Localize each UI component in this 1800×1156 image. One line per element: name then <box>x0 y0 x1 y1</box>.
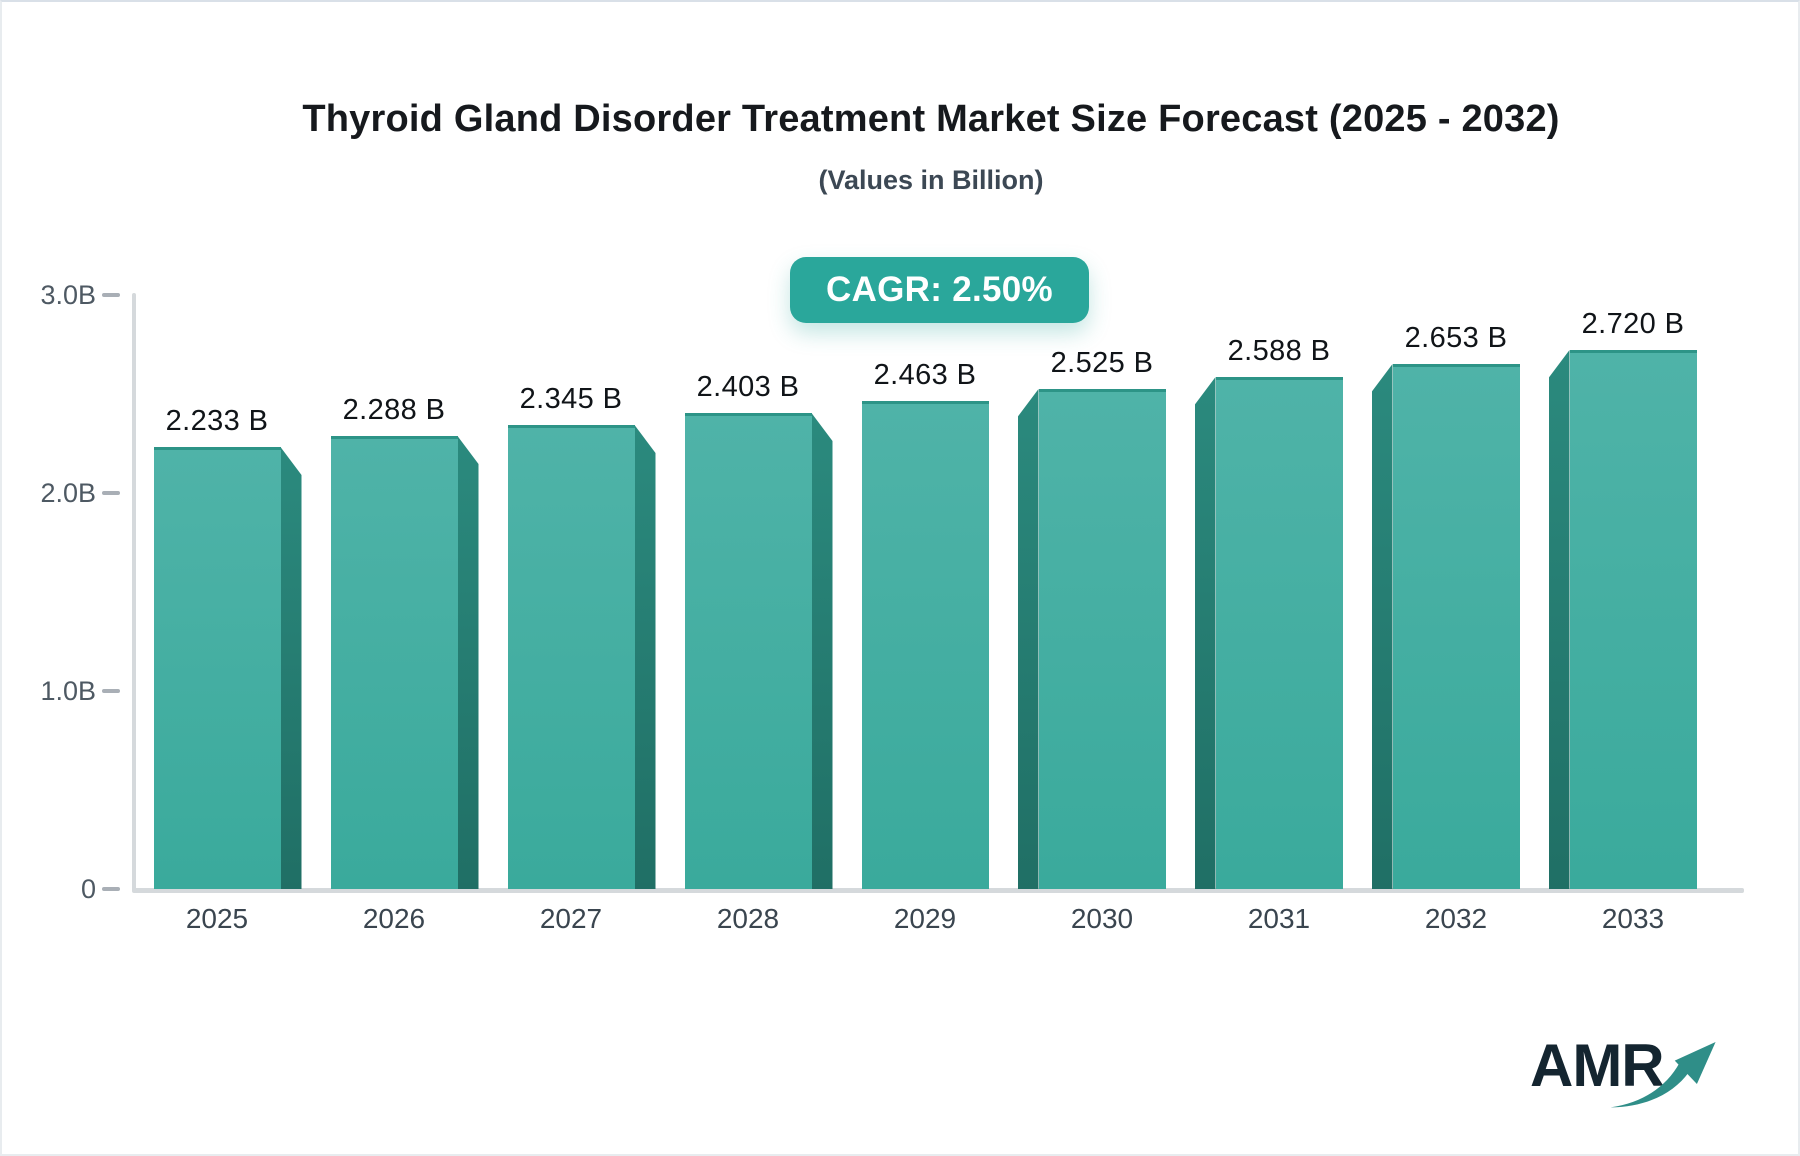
bar-2028 <box>684 413 812 889</box>
bar-side-2033 <box>1548 350 1570 889</box>
bar-2031 <box>1215 377 1343 889</box>
bar-side-2027 <box>634 425 656 889</box>
x-tick-label-2032: 2032 <box>1424 903 1488 934</box>
bar-value-label: 2.403 B <box>696 371 800 403</box>
bar-value-label: 2.653 B <box>1404 322 1508 354</box>
y-axis-line <box>132 293 136 891</box>
x-tick-label-2025: 2025 <box>185 903 249 934</box>
bar-side-2030 <box>1017 389 1039 889</box>
x-tick-label-2026: 2026 <box>362 903 426 934</box>
x-tick-label-2031: 2031 <box>1247 903 1311 934</box>
bar-side-2028 <box>811 413 833 889</box>
x-tick-label-2027: 2027 <box>539 903 603 934</box>
bar-2033 <box>1569 350 1697 889</box>
x-tick-label-2028: 2028 <box>716 903 780 934</box>
bar-value-label: 2.233 B <box>165 405 269 437</box>
bar-side-2025 <box>280 447 302 889</box>
y-tick-label: 3.0B <box>40 280 96 310</box>
chart-title: Thyroid Gland Disorder Treatment Market … <box>302 98 1560 140</box>
bar-value-label: 2.588 B <box>1227 335 1331 367</box>
y-tick-label: 0 <box>80 874 96 904</box>
bar-2029 <box>861 401 989 889</box>
bar-2026 <box>330 436 458 889</box>
y-tick-mark <box>102 491 120 495</box>
y-tick-mark <box>102 887 120 891</box>
bar-2025 <box>153 447 281 889</box>
x-tick-label-2029: 2029 <box>893 903 957 934</box>
bar-value-label: 2.525 B <box>1050 347 1154 379</box>
amr-logo-text: AMR <box>1530 1032 1665 1099</box>
x-tick-label-2033: 2033 <box>1601 903 1665 934</box>
bar-side-2026 <box>457 436 479 889</box>
bar-2027 <box>507 425 635 889</box>
bar-side-2031 <box>1194 377 1216 889</box>
amr-logo: AMR <box>1530 1036 1720 1116</box>
bar-2032 <box>1392 364 1520 889</box>
bar-side-2032 <box>1371 364 1393 889</box>
bar-value-label: 2.288 B <box>342 394 446 426</box>
bar-value-label: 2.345 B <box>519 383 623 415</box>
x-axis-line <box>132 888 1744 893</box>
bar-value-label: 2.463 B <box>873 359 977 391</box>
y-tick-mark <box>102 689 120 693</box>
bar-value-label: 2.720 B <box>1581 308 1685 340</box>
chart-subtitle: (Values in Billion) <box>818 165 1044 195</box>
x-tick-label-2030: 2030 <box>1070 903 1134 934</box>
bar-2030 <box>1038 389 1166 889</box>
cagr-badge: CAGR: 2.50% <box>790 257 1089 323</box>
y-tick-label: 1.0B <box>40 676 96 706</box>
y-tick-mark <box>102 293 120 297</box>
y-tick-label: 2.0B <box>40 478 96 508</box>
growth-arrow-icon <box>1610 1042 1716 1108</box>
